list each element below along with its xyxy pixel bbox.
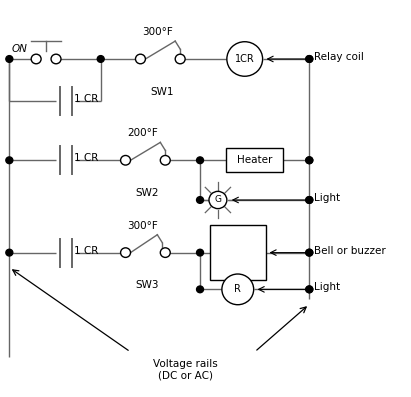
- Circle shape: [306, 157, 313, 164]
- Circle shape: [306, 56, 313, 62]
- Text: 1 CR: 1 CR: [74, 246, 98, 256]
- Circle shape: [196, 286, 203, 293]
- Circle shape: [306, 197, 313, 203]
- Circle shape: [306, 249, 313, 256]
- Circle shape: [6, 157, 13, 164]
- Circle shape: [209, 191, 227, 208]
- Circle shape: [306, 56, 313, 62]
- Circle shape: [306, 197, 313, 203]
- Bar: [226, 148, 284, 172]
- Text: 300°F: 300°F: [143, 27, 173, 37]
- Circle shape: [136, 54, 145, 64]
- Circle shape: [306, 286, 313, 293]
- Text: SW3: SW3: [136, 280, 159, 291]
- Text: Heater: Heater: [237, 155, 272, 165]
- Circle shape: [196, 249, 203, 256]
- Text: ON: ON: [12, 44, 27, 54]
- Circle shape: [97, 56, 104, 62]
- Text: SW1: SW1: [150, 87, 174, 97]
- Circle shape: [306, 286, 313, 293]
- Circle shape: [160, 248, 170, 257]
- Text: 200°F: 200°F: [127, 128, 158, 139]
- Circle shape: [51, 54, 61, 64]
- Text: SW2: SW2: [136, 188, 159, 198]
- Text: Bell or buzzer: Bell or buzzer: [314, 246, 386, 256]
- Bar: [210, 225, 266, 280]
- Circle shape: [120, 156, 131, 165]
- Text: 300°F: 300°F: [127, 221, 158, 231]
- Text: 1 CR: 1 CR: [74, 153, 98, 163]
- Text: Light: Light: [314, 193, 340, 203]
- Circle shape: [306, 157, 313, 164]
- Text: 1 CR: 1 CR: [74, 94, 98, 104]
- Circle shape: [222, 274, 254, 305]
- Circle shape: [306, 249, 313, 256]
- Circle shape: [31, 54, 41, 64]
- Circle shape: [160, 156, 170, 165]
- Text: Relay coil: Relay coil: [314, 52, 364, 62]
- Circle shape: [175, 54, 185, 64]
- Text: R: R: [234, 284, 241, 294]
- Circle shape: [6, 56, 13, 62]
- Circle shape: [6, 249, 13, 256]
- Text: Voltage rails
(DC or AC): Voltage rails (DC or AC): [153, 359, 217, 380]
- Circle shape: [227, 42, 263, 76]
- Circle shape: [196, 157, 203, 164]
- Circle shape: [120, 248, 131, 257]
- Text: 1CR: 1CR: [235, 54, 254, 64]
- Text: Light: Light: [314, 282, 340, 292]
- Circle shape: [196, 197, 203, 203]
- Text: G: G: [215, 195, 222, 204]
